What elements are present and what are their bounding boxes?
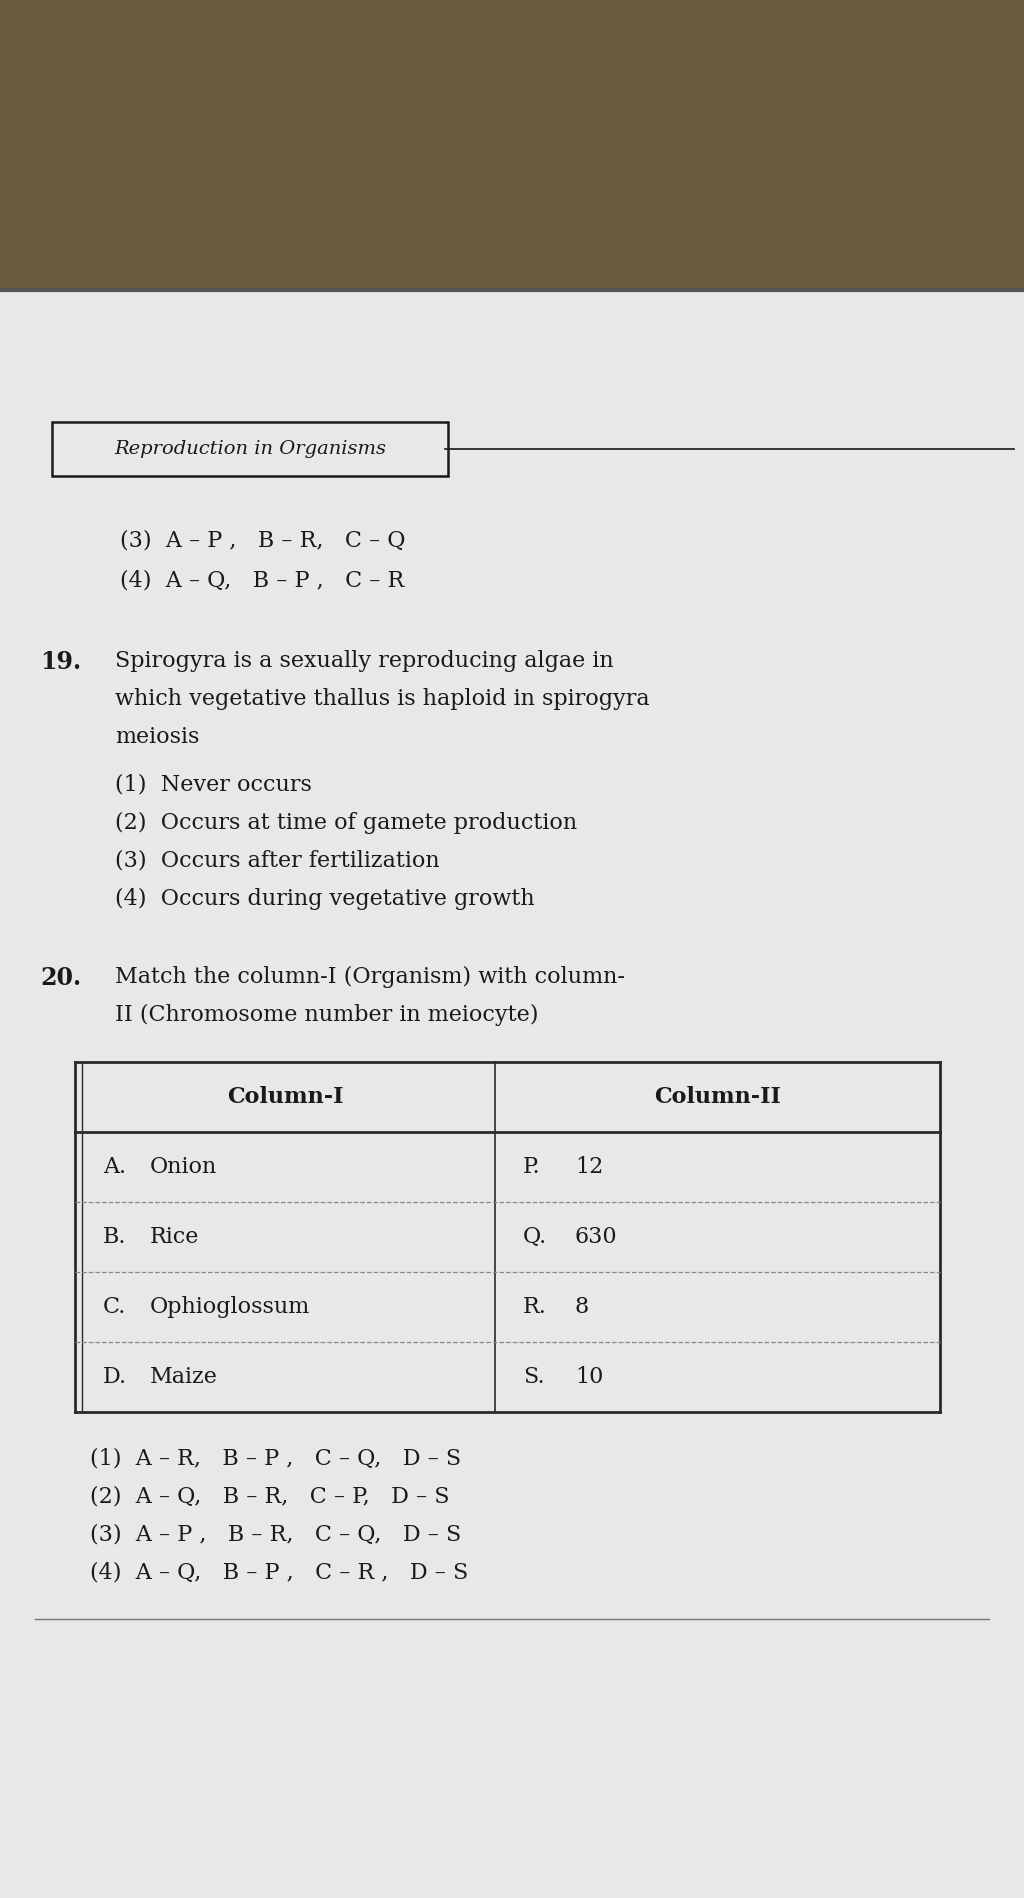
Text: (4)  A – Q,   B – P ,   C – R: (4) A – Q, B – P , C – R [120, 569, 404, 590]
Text: (4)  A – Q,   B – P ,   C – R ,   D – S: (4) A – Q, B – P , C – R , D – S [90, 1560, 468, 1583]
Text: Column-I: Column-I [226, 1086, 343, 1108]
Text: S.: S. [523, 1367, 545, 1387]
Text: 8: 8 [575, 1296, 589, 1317]
Text: which vegetative thallus is haploid in spirogyra: which vegetative thallus is haploid in s… [115, 687, 649, 710]
Text: 20.: 20. [40, 966, 81, 991]
Text: Reproduction in Organisms: Reproduction in Organisms [114, 440, 386, 457]
Text: Column-II: Column-II [654, 1086, 781, 1108]
Text: (2)  Occurs at time of gamete production: (2) Occurs at time of gamete production [115, 812, 578, 833]
Text: B.: B. [103, 1226, 127, 1249]
Text: Match the column-I (Organism) with column-: Match the column-I (Organism) with colum… [115, 966, 625, 989]
Text: meiosis: meiosis [115, 727, 200, 748]
Text: C.: C. [103, 1296, 126, 1317]
Text: 19.: 19. [40, 649, 81, 674]
Text: Maize: Maize [150, 1367, 218, 1387]
Text: D.: D. [103, 1367, 127, 1387]
Text: (2)  A – Q,   B – R,   C – P,   D – S: (2) A – Q, B – R, C – P, D – S [90, 1484, 450, 1507]
Text: (3)  A – P ,   B – R,   C – Q,   D – S: (3) A – P , B – R, C – Q, D – S [90, 1522, 461, 1545]
Text: Onion: Onion [150, 1156, 217, 1179]
Text: Ophioglossum: Ophioglossum [150, 1296, 310, 1317]
Text: (3)  A – P ,   B – R,   C – Q: (3) A – P , B – R, C – Q [120, 530, 406, 550]
Text: R.: R. [523, 1296, 547, 1317]
Text: (1)  A – R,   B – P ,   C – Q,   D – S: (1) A – R, B – P , C – Q, D – S [90, 1446, 461, 1469]
Text: Rice: Rice [150, 1226, 200, 1249]
Text: Q.: Q. [523, 1226, 547, 1249]
Text: P.: P. [523, 1156, 541, 1179]
Text: II (Chromosome number in meiocyte): II (Chromosome number in meiocyte) [115, 1004, 539, 1027]
Text: 10: 10 [575, 1367, 603, 1387]
Text: (1)  Never occurs: (1) Never occurs [115, 774, 312, 795]
Text: Spirogyra is a sexually reproducing algae in: Spirogyra is a sexually reproducing alga… [115, 649, 613, 672]
Text: 12: 12 [575, 1156, 603, 1179]
Text: 630: 630 [575, 1226, 617, 1249]
Text: (3)  Occurs after fertilization: (3) Occurs after fertilization [115, 850, 439, 871]
FancyBboxPatch shape [52, 421, 449, 476]
FancyBboxPatch shape [0, 290, 1024, 1898]
Text: A.: A. [103, 1156, 126, 1179]
Text: (4)  Occurs during vegetative growth: (4) Occurs during vegetative growth [115, 888, 535, 911]
